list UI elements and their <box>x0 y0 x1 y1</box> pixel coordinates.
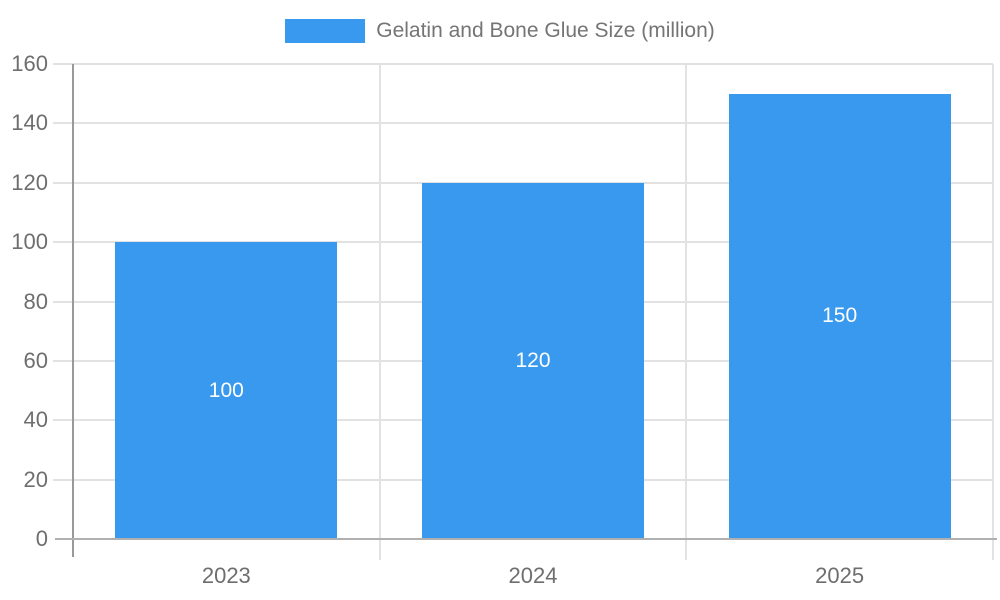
x-axis-tick-label-2023: 2023 <box>201 563 251 588</box>
y-axis-line <box>72 64 74 557</box>
y-axis-tick-label-100: 100 <box>11 229 48 255</box>
y-axis-tick-label-20: 20 <box>23 466 48 492</box>
bar-value-label-2025: 150 <box>822 304 858 328</box>
y-gridline-140 <box>53 122 993 125</box>
bar-2023[interactable]: 100 <box>115 242 338 539</box>
legend-swatch-icon <box>285 19 366 43</box>
x-axis-tick-label-2025: 2025 <box>815 563 865 588</box>
x-gridline-3 <box>992 64 994 560</box>
x-gridline-2 <box>685 64 688 560</box>
y-axis-tick-label-80: 80 <box>23 288 48 314</box>
y-axis-tick-label-160: 160 <box>11 51 48 76</box>
legend-label: Gelatin and Bone Glue Size (million) <box>376 19 715 42</box>
bar-2025[interactable]: 150 <box>728 93 951 539</box>
x-axis-line <box>55 538 997 540</box>
x-axis-tick-label-2024: 2024 <box>508 563 558 588</box>
bar-value-label-2024: 120 <box>515 348 551 372</box>
y-axis-tick-label-140: 140 <box>11 110 48 136</box>
y-axis-tick-label-120: 120 <box>11 169 48 195</box>
x-gridline-1 <box>378 64 381 560</box>
chart-legend[interactable]: Gelatin and Bone Glue Size (million) <box>0 17 1000 45</box>
y-axis-tick-label-40: 40 <box>23 407 48 433</box>
y-gridline-160 <box>53 63 993 65</box>
bar-value-label-2023: 100 <box>208 378 244 402</box>
bar-2024[interactable]: 120 <box>422 182 644 539</box>
y-axis-tick-label-0: 0 <box>35 526 48 551</box>
y-axis-tick-label-60: 60 <box>23 347 48 373</box>
